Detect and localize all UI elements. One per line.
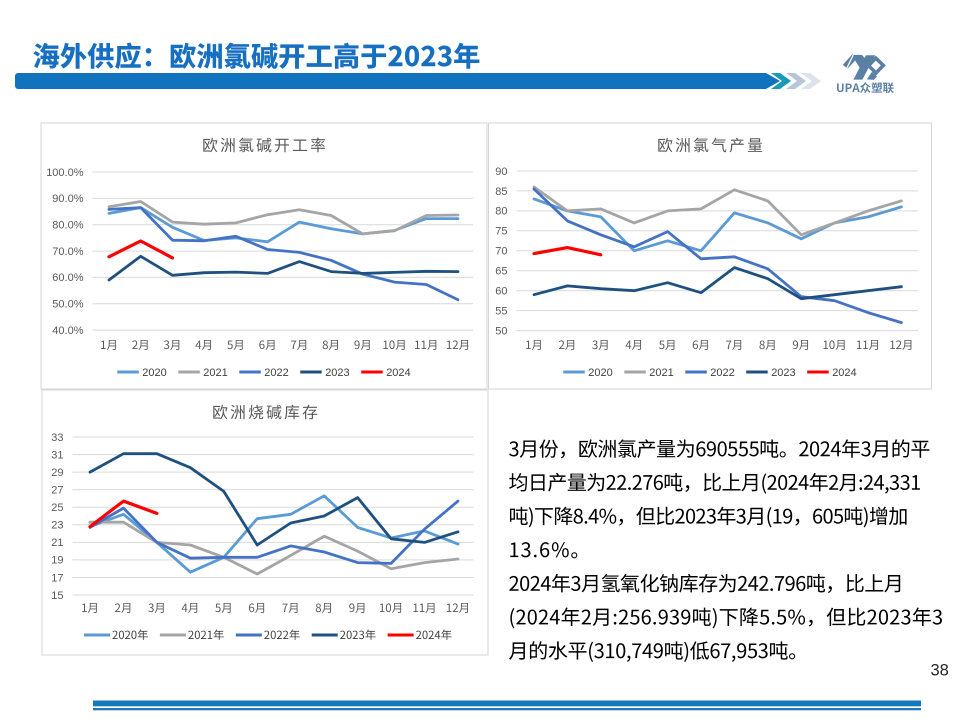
svg-text:40.0%: 40.0% — [52, 325, 83, 337]
svg-text:19: 19 — [51, 555, 63, 567]
svg-text:90: 90 — [495, 166, 507, 178]
svg-text:85: 85 — [495, 186, 507, 198]
svg-text:50.0%: 50.0% — [52, 299, 83, 311]
svg-text:31: 31 — [51, 449, 63, 461]
svg-text:50: 50 — [495, 325, 507, 337]
svg-text:2024: 2024 — [832, 367, 856, 379]
svg-text:17: 17 — [51, 572, 63, 584]
svg-text:60: 60 — [495, 286, 507, 298]
svg-text:70.0%: 70.0% — [52, 246, 83, 258]
svg-text:15: 15 — [51, 590, 63, 602]
svg-text:80: 80 — [495, 206, 507, 218]
svg-text:2020: 2020 — [588, 367, 612, 379]
svg-text:23: 23 — [51, 520, 63, 532]
svg-text:2022: 2022 — [710, 367, 734, 379]
svg-text:55: 55 — [495, 305, 507, 317]
svg-text:2023: 2023 — [771, 367, 795, 379]
svg-text:65: 65 — [495, 266, 507, 278]
svg-text:75: 75 — [495, 226, 507, 238]
svg-text:21: 21 — [51, 537, 63, 549]
svg-text:60.0%: 60.0% — [52, 272, 83, 284]
svg-text:80.0%: 80.0% — [52, 220, 83, 232]
svg-text:25: 25 — [51, 502, 63, 514]
svg-text:2021: 2021 — [203, 367, 227, 379]
svg-text:2023: 2023 — [325, 367, 349, 379]
svg-text:27: 27 — [51, 485, 63, 497]
svg-text:70: 70 — [495, 246, 507, 258]
svg-text:2024: 2024 — [386, 367, 410, 379]
svg-text:2021: 2021 — [649, 367, 673, 379]
svg-text:33: 33 — [51, 432, 63, 444]
svg-text:2020: 2020 — [142, 367, 166, 379]
svg-text:38: 38 — [931, 662, 949, 680]
svg-text:29: 29 — [51, 467, 63, 479]
svg-text:2022: 2022 — [264, 367, 288, 379]
svg-text:100.0%: 100.0% — [46, 167, 84, 179]
svg-text:90.0%: 90.0% — [52, 193, 83, 205]
